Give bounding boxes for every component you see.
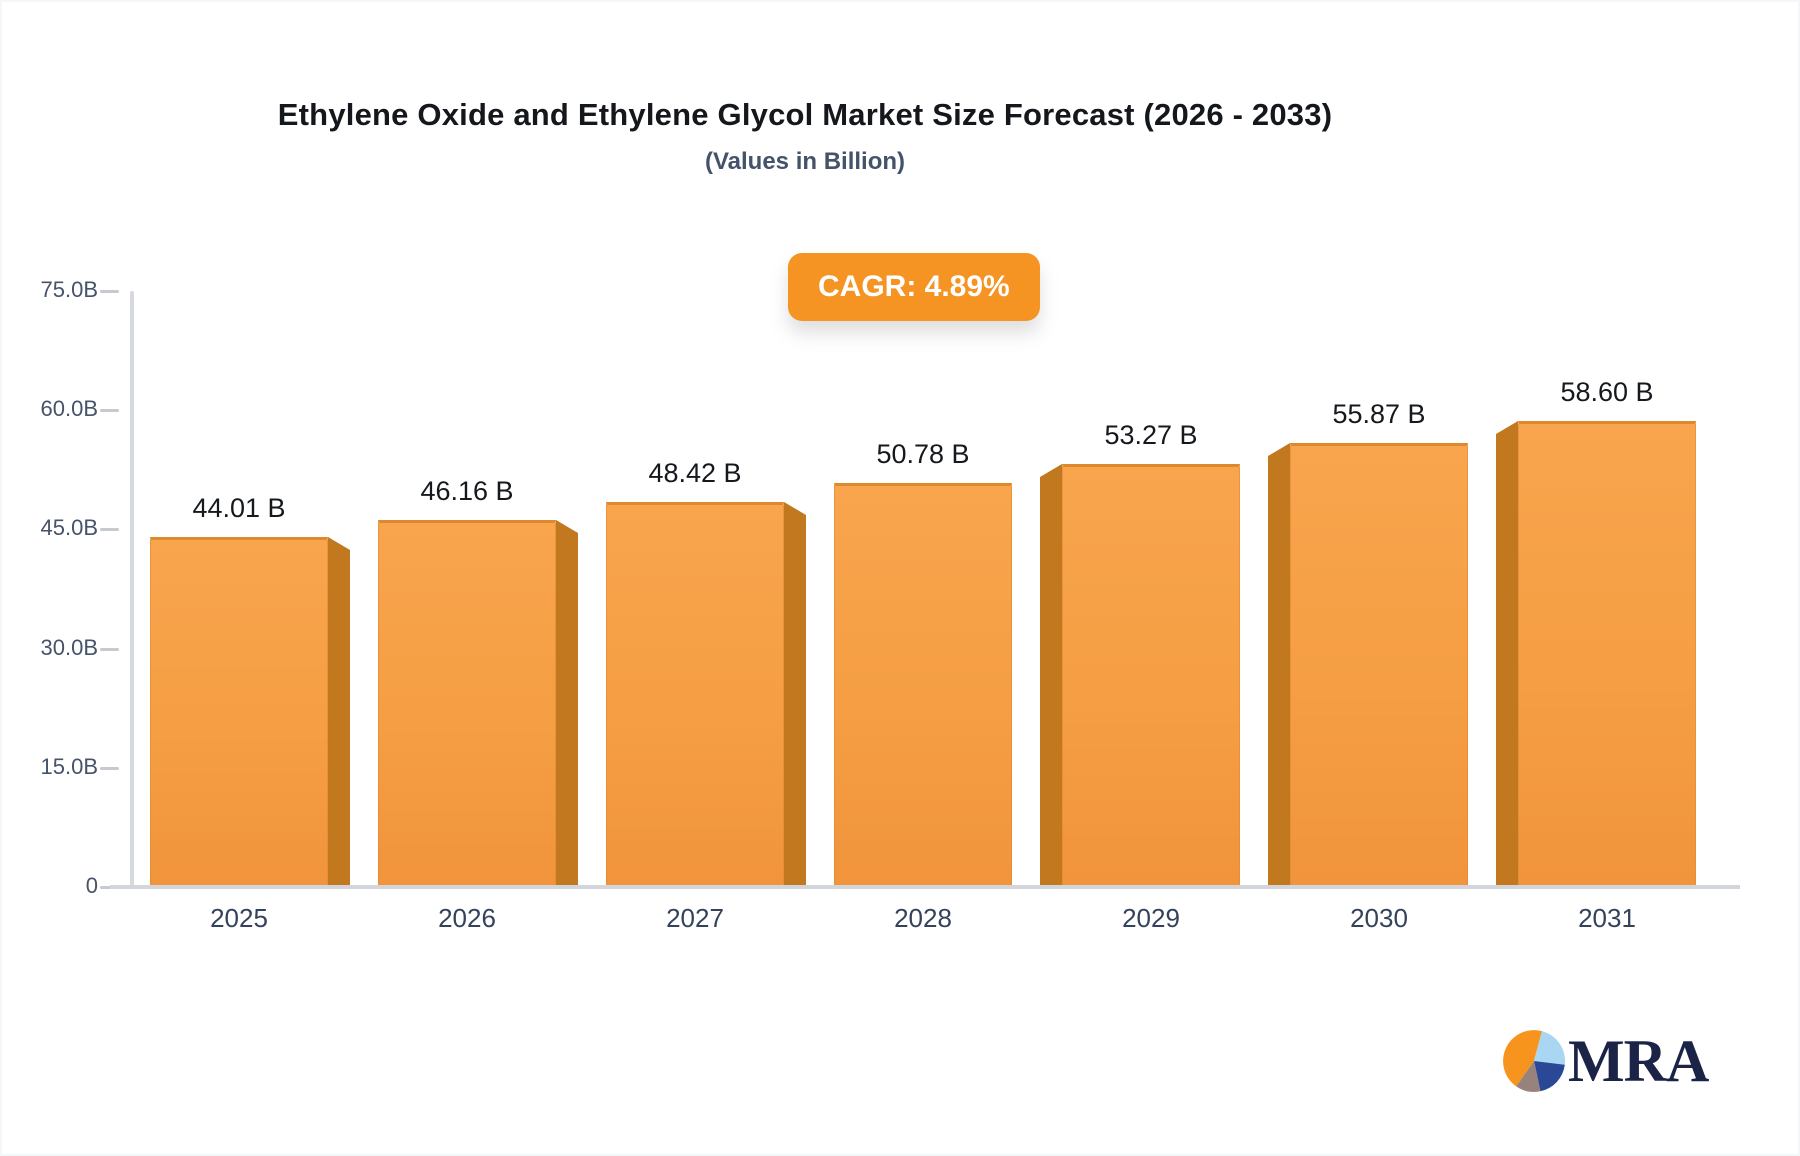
bar-3d-side (328, 537, 350, 887)
x-axis-label: 2031 (1578, 903, 1636, 933)
bar-3d-side (784, 502, 806, 887)
bar (834, 483, 1012, 887)
bar (1062, 464, 1240, 887)
y-axis-label: 15.0B (40, 753, 99, 779)
y-axis-label: 30.0B (40, 634, 99, 660)
y-axis-tick (100, 886, 119, 889)
bar (150, 537, 328, 887)
chart-subtitle: (Values in Billion) (704, 148, 906, 175)
bar-value-label: 48.42 B (648, 458, 742, 488)
chart-title: Ethylene Oxide and Ethylene Glycol Marke… (277, 97, 1333, 132)
bar-value-label: 46.16 B (420, 476, 514, 506)
bar-value-label: 44.01 B (192, 493, 286, 523)
y-axis-tick (100, 647, 119, 651)
logo-text: MRA (1568, 1028, 1709, 1094)
y-axis-tick (100, 409, 119, 413)
bar (378, 520, 556, 887)
bar (1290, 443, 1468, 887)
bar-value-label: 55.87 B (1332, 399, 1426, 429)
x-axis-label: 2029 (1122, 903, 1180, 933)
bar-3d-side (556, 520, 578, 887)
y-axis-line (130, 291, 134, 887)
x-axis-label: 2028 (894, 903, 952, 933)
y-axis-label: 0 (85, 873, 98, 898)
y-axis-tick (100, 290, 119, 293)
bar-value-label: 50.78 B (876, 439, 970, 469)
x-axis-label: 2027 (666, 903, 724, 933)
x-axis-line (110, 885, 1740, 889)
logo-pie-slice-gray (1516, 1061, 1541, 1092)
logo-pie-slice-lightblue (1534, 1031, 1566, 1065)
x-axis-label: 2030 (1350, 903, 1408, 933)
bar-3d-side (1496, 421, 1518, 887)
x-axis-label: 2026 (438, 903, 496, 933)
mra-logo: MRA (1502, 1026, 1709, 1096)
y-axis-tick (100, 766, 119, 770)
bar (606, 502, 784, 887)
y-axis-label: 75.0B (40, 277, 99, 302)
bar-value-label: 53.27 B (1104, 420, 1198, 450)
y-axis-label: 60.0B (40, 396, 99, 422)
logo-pie-slice-orange (1503, 1030, 1542, 1087)
y-axis-label: 45.0B (40, 515, 99, 541)
bar-value-label: 58.60 B (1560, 377, 1654, 407)
logo-pie-slice-navy (1534, 1061, 1565, 1092)
bar-3d-side (1268, 443, 1290, 887)
cagr-badge: CAGR: 4.89% (788, 253, 1040, 321)
y-axis-tick (100, 528, 119, 532)
x-axis-label: 2025 (210, 903, 268, 933)
pie-chart-logo-icon (1503, 1030, 1566, 1092)
bar-3d-side (1040, 464, 1062, 887)
bar (1518, 421, 1696, 887)
